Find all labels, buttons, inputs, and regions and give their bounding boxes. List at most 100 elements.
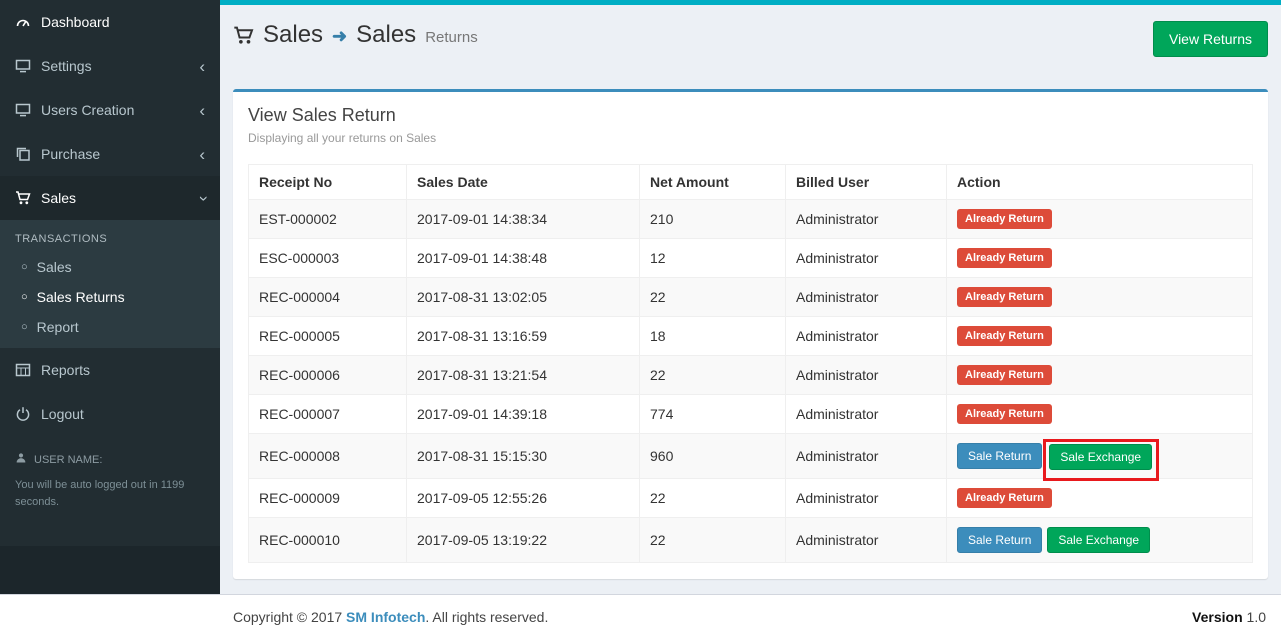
- cell-receipt-no: REC-000008: [248, 433, 407, 479]
- already-return-badge: Already Return: [957, 209, 1052, 229]
- arrow-right-icon: ➜: [332, 26, 348, 46]
- company-link[interactable]: SM Infotech: [346, 609, 426, 625]
- already-return-badge: Already Return: [957, 404, 1052, 424]
- cell-action: Already Return: [946, 277, 1253, 317]
- already-return-badge: Already Return: [957, 488, 1052, 508]
- top-accent-bar: [220, 0, 1281, 5]
- sidebar-bottom-panel: [0, 546, 220, 594]
- cart-icon: [233, 25, 254, 46]
- submenu-item-sales[interactable]: ○ Sales: [0, 252, 220, 282]
- cell-sales-date: 2017-09-01 14:38:34: [406, 199, 640, 239]
- sidebar-item-settings[interactable]: Settings ‹: [0, 44, 220, 88]
- table-header-row: Receipt No Sales Date Net Amount Billed …: [248, 164, 1253, 200]
- cart-icon: [15, 190, 41, 206]
- cell-billed-user: Administrator: [785, 394, 947, 434]
- table-row: EST-000002 2017-09-01 14:38:34 210 Administ…: [248, 199, 1253, 239]
- breadcrumb-returns-sub: Returns: [425, 29, 478, 46]
- cell-sales-date: 2017-08-31 13:16:59: [406, 316, 640, 356]
- sidebar-item-label: Reports: [41, 362, 91, 378]
- sale-return-button[interactable]: Sale Return: [957, 443, 1043, 469]
- submenu-item-label: Sales: [36, 259, 72, 275]
- cell-billed-user: Administrator: [785, 199, 947, 239]
- cell-net-amount: 960: [639, 433, 786, 479]
- cell-net-amount: 22: [639, 517, 786, 563]
- cell-action: Already Return: [946, 316, 1253, 356]
- cell-net-amount: 12: [639, 238, 786, 278]
- cell-receipt-no: REC-000007: [248, 394, 407, 434]
- cell-sales-date: 2017-09-05 12:55:26: [406, 478, 640, 518]
- sidebar-item-reports[interactable]: Reports: [0, 348, 220, 392]
- cell-receipt-no: REC-000006: [248, 355, 407, 395]
- content-header: Sales ➜ Sales Returns View Returns: [220, 5, 1281, 57]
- user-name-label: USER NAME:: [34, 453, 103, 466]
- column-header-receipt-no: Receipt No: [248, 164, 407, 200]
- circle-icon: ○: [21, 260, 28, 273]
- table-row: REC-000004 2017-08-31 13:02:05 22 Administr…: [248, 277, 1253, 317]
- sale-exchange-button[interactable]: Sale Exchange: [1047, 527, 1151, 553]
- table-row: REC-000005 2017-08-31 13:16:59 18 Administr…: [248, 316, 1253, 356]
- monitor-icon: [15, 58, 41, 74]
- cell-billed-user: Administrator: [785, 355, 947, 395]
- copy-icon: [15, 146, 41, 162]
- cell-billed-user: Administrator: [785, 517, 947, 563]
- cell-net-amount: 22: [639, 277, 786, 317]
- sidebar-item-users-creation[interactable]: Users Creation ‹: [0, 88, 220, 132]
- power-icon: [15, 406, 41, 422]
- sale-exchange-button[interactable]: Sale Exchange: [1049, 443, 1153, 470]
- chevron-left-icon: ‹: [199, 56, 205, 76]
- submenu-item-sales-returns[interactable]: ○ Sales Returns: [0, 282, 220, 312]
- circle-icon: ○: [21, 290, 28, 303]
- sale-return-button[interactable]: Sale Return: [957, 527, 1043, 553]
- sales-returns-table: Receipt No Sales Date Net Amount Billed …: [248, 164, 1253, 563]
- cell-sales-date: 2017-09-05 13:19:22: [406, 517, 640, 563]
- version-label: Version: [1192, 609, 1243, 625]
- chevron-left-icon: ‹: [199, 100, 205, 120]
- cell-receipt-no: REC-000005: [248, 316, 407, 356]
- cell-net-amount: 210: [639, 199, 786, 239]
- cell-receipt-no: ESC-000003: [248, 238, 407, 278]
- cell-action: Sale Return Sale Exchange: [946, 517, 1253, 563]
- transactions-section-label: TRANSACTIONS: [15, 233, 108, 245]
- table-row: REC-000010 2017-09-05 13:19:22 22 Administr…: [248, 517, 1253, 563]
- version-value: 1.0: [1246, 609, 1266, 625]
- sales-submenu: TRANSACTIONS ○ Sales ○ Sales Returns ○ R…: [0, 220, 220, 348]
- submenu-item-report[interactable]: ○ Report: [0, 312, 220, 342]
- sidebar-item-label: Users Creation: [41, 102, 135, 118]
- monitor-icon: [15, 102, 41, 118]
- cell-action: Sale Return Sale Exchange: [946, 433, 1253, 481]
- column-header-action: Action: [946, 164, 1253, 200]
- chevron-down-icon: ‹: [192, 195, 212, 201]
- table-container: Receipt No Sales Date Net Amount Billed …: [233, 164, 1268, 563]
- already-return-badge: Already Return: [957, 326, 1052, 346]
- cell-sales-date: 2017-08-31 13:02:05: [406, 277, 640, 317]
- cell-receipt-no: EST-000002: [248, 199, 407, 239]
- sidebar-item-logout[interactable]: Logout: [0, 392, 220, 436]
- breadcrumb-sales-page: Sales: [356, 21, 417, 48]
- sidebar-item-dashboard[interactable]: Dashboard: [0, 0, 220, 44]
- user-icon: [15, 452, 27, 467]
- cell-billed-user: Administrator: [785, 316, 947, 356]
- page-title: Sales ➜ Sales Returns: [233, 21, 478, 49]
- submenu-item-label: Sales Returns: [36, 289, 125, 305]
- footer: Copyright © 2017 SM Infotech. All rights…: [0, 594, 1281, 639]
- cell-sales-date: 2017-09-01 14:39:18: [406, 394, 640, 434]
- column-header-net-amount: Net Amount: [639, 164, 786, 200]
- cell-billed-user: Administrator: [785, 433, 947, 479]
- version-text: Version 1.0: [1192, 609, 1266, 625]
- sidebar-item-sales[interactable]: Sales ‹: [0, 176, 220, 220]
- cell-receipt-no: REC-000009: [248, 478, 407, 518]
- sidebar-item-purchase[interactable]: Purchase ‹: [0, 132, 220, 176]
- cell-billed-user: Administrator: [785, 277, 947, 317]
- cell-action: Already Return: [946, 394, 1253, 434]
- table-icon: [15, 362, 41, 378]
- table-body: EST-000002 2017-09-01 14:38:34 210 Administ…: [248, 199, 1253, 563]
- column-header-billed-user: Billed User: [785, 164, 947, 200]
- cell-action: Already Return: [946, 238, 1253, 278]
- main-content: Sales ➜ Sales Returns View Returns View …: [220, 5, 1281, 594]
- submenu-item-label: Report: [36, 319, 79, 335]
- sales-return-card: View Sales Return Displaying all your re…: [233, 89, 1268, 579]
- table-row: REC-000007 2017-09-01 14:39:18 774 Administ…: [248, 394, 1253, 434]
- cell-billed-user: Administrator: [785, 238, 947, 278]
- view-returns-button[interactable]: View Returns: [1152, 21, 1268, 57]
- table-row: ESC-000003 2017-09-01 14:38:48 12 Administr…: [248, 238, 1253, 278]
